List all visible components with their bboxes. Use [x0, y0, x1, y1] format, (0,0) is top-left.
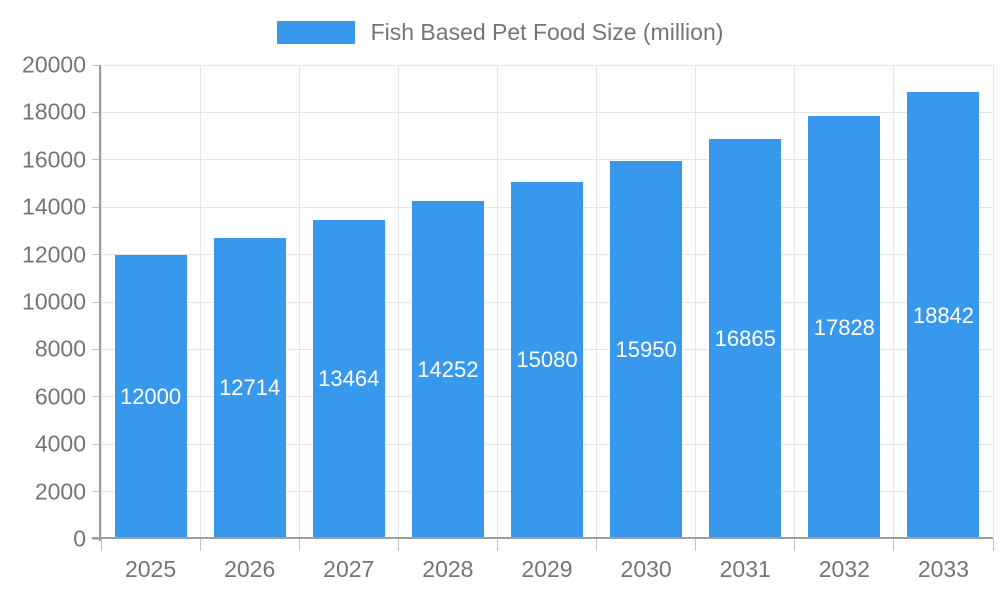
x-axis-label: 2033 — [917, 556, 970, 582]
x-axis-label: 2030 — [620, 556, 672, 582]
x-axis-label: 2025 — [124, 556, 177, 582]
x-axis-tick — [794, 539, 796, 551]
y-axis-tick — [92, 159, 101, 161]
x-axis-line — [92, 537, 993, 539]
x-axis-label: 2027 — [323, 556, 375, 582]
x-axis-tick — [695, 539, 697, 551]
x-axis-tick — [397, 539, 399, 551]
bar[interactable] — [907, 92, 980, 539]
gridline-vertical — [992, 65, 994, 539]
x-axis-tick — [596, 539, 598, 551]
bar-value-label: 17828 — [813, 314, 875, 340]
bar-value-label: 12000 — [119, 383, 182, 409]
x-axis-label: 2031 — [719, 556, 771, 582]
bar-value-label: 18842 — [912, 302, 975, 328]
gridline-horizontal — [101, 64, 993, 66]
y-axis-label: 18000 — [22, 98, 86, 125]
y-axis-tick — [92, 301, 101, 303]
y-axis-label: 8000 — [34, 335, 86, 362]
y-axis-label: 16000 — [22, 146, 86, 173]
y-axis-label: 10000 — [22, 288, 86, 315]
legend-label: Fish Based Pet Food Size (million) — [370, 19, 724, 45]
bar-value-label: 13464 — [318, 366, 380, 392]
bar[interactable] — [312, 219, 385, 539]
y-axis-label: 20000 — [22, 51, 86, 78]
legend-swatch — [276, 20, 355, 44]
y-axis-tick — [92, 348, 101, 350]
bar[interactable] — [709, 139, 782, 539]
y-axis-tick — [92, 538, 101, 540]
x-axis-tick — [992, 539, 994, 551]
legend-item[interactable]: Fish Based Pet Food Size (million) — [0, 20, 1000, 44]
bar-value-label: 12714 — [219, 375, 281, 401]
y-axis-line — [99, 65, 101, 541]
y-axis-tick — [92, 491, 101, 493]
bar[interactable] — [511, 181, 583, 539]
y-axis-label: 4000 — [34, 430, 86, 457]
x-axis-label: 2029 — [521, 556, 573, 582]
bar-value-label: 15080 — [516, 347, 578, 373]
y-axis-tick — [92, 111, 101, 113]
bar[interactable] — [114, 254, 187, 539]
x-axis-tick — [893, 539, 895, 551]
y-axis-tick — [92, 64, 101, 66]
y-axis-tick — [92, 396, 101, 398]
bar[interactable] — [411, 201, 484, 539]
y-axis-label: 12000 — [22, 241, 86, 268]
x-axis-tick — [100, 539, 102, 551]
y-axis-label: 2000 — [34, 478, 86, 505]
bar[interactable] — [808, 116, 881, 539]
y-axis-label: 0 — [73, 525, 86, 552]
bar-value-label: 16865 — [714, 326, 776, 352]
x-axis-tick — [199, 539, 201, 551]
x-axis-label: 2028 — [422, 556, 474, 582]
gridline-horizontal — [101, 159, 993, 161]
y-axis-label: 6000 — [34, 383, 86, 410]
bar[interactable] — [213, 237, 286, 539]
bar-value-label: 14252 — [417, 357, 479, 383]
x-axis-tick — [298, 539, 300, 551]
gridline-horizontal — [101, 111, 993, 113]
bar[interactable] — [610, 160, 683, 539]
y-axis-tick — [92, 254, 101, 256]
x-axis-tick — [496, 539, 498, 551]
x-axis-label: 2026 — [224, 556, 276, 582]
y-axis-tick — [92, 206, 101, 208]
bar-value-label: 15950 — [615, 336, 677, 362]
y-axis-label: 14000 — [22, 193, 86, 220]
x-axis-label: 2032 — [818, 556, 870, 582]
y-axis-tick — [92, 443, 101, 445]
